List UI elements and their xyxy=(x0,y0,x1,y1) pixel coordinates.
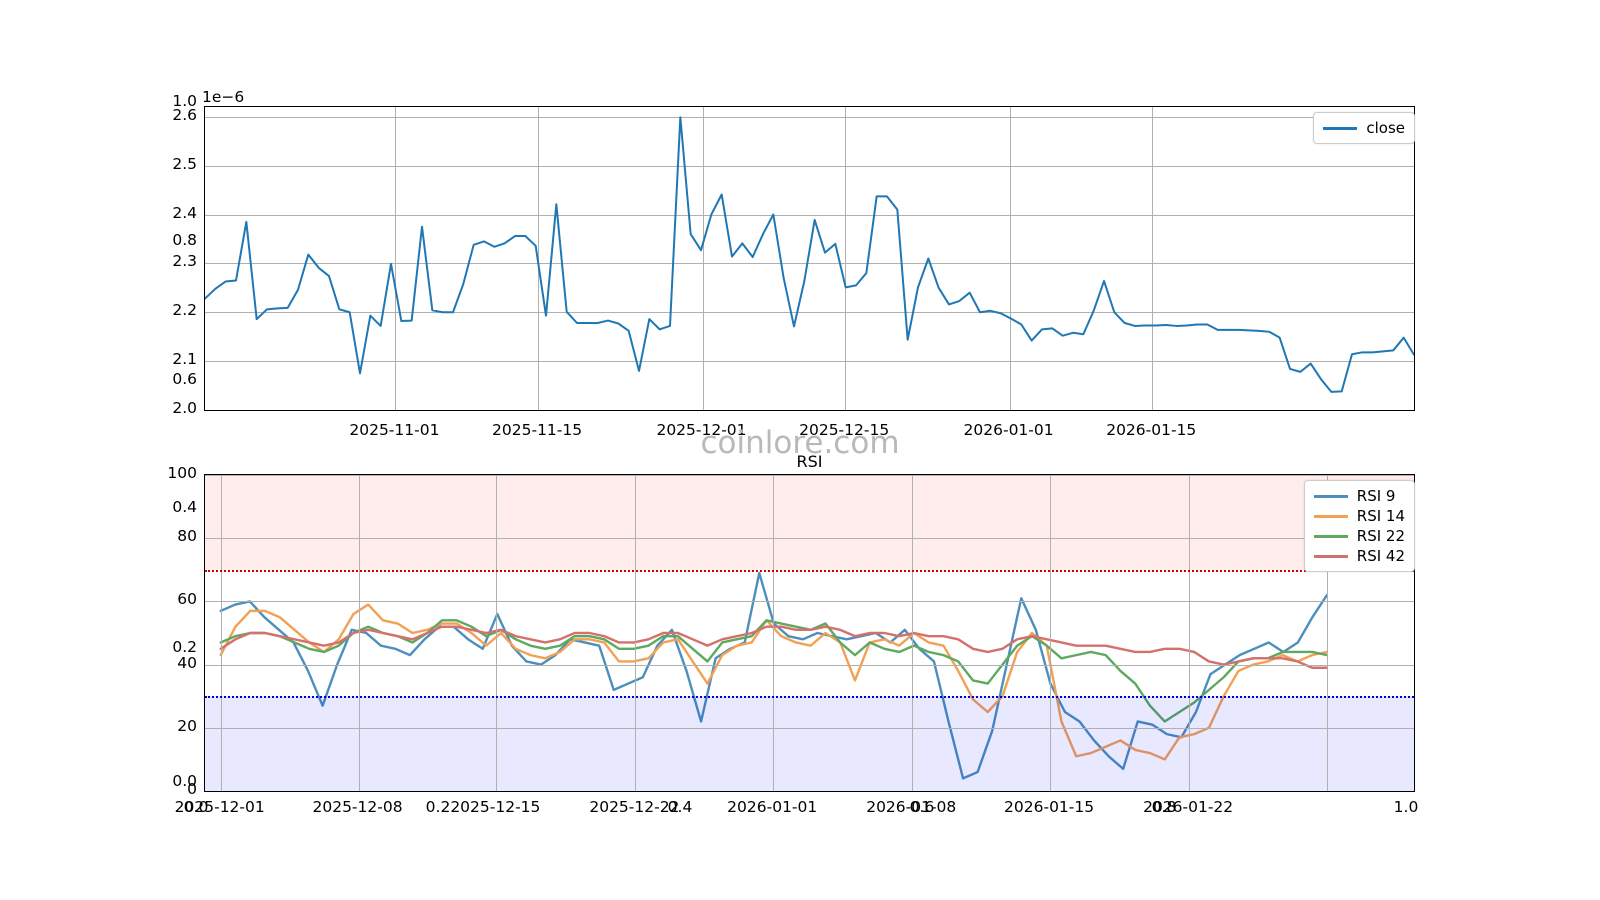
rsi-secondary-x-tick: 0.4 xyxy=(667,798,693,816)
legend-swatch-icon xyxy=(1313,554,1348,558)
legend-item[interactable]: RSI 42 xyxy=(1313,546,1405,566)
rsi-secondary-x-tick: 0.6 xyxy=(909,798,935,816)
price-y-tick: 2.6 xyxy=(172,105,197,124)
legend-item[interactable]: RSI 22 xyxy=(1313,526,1405,546)
rsi-secondary-x-tick: 0.8 xyxy=(1151,798,1177,816)
rsi-x-tick: 2026-01-08 xyxy=(866,798,957,816)
rsi-x-tick: 2026-01-22 xyxy=(1143,798,1234,816)
rsi-y-tick: 0 xyxy=(187,780,197,798)
legend-label: RSI 9 xyxy=(1356,487,1396,505)
rsi-secondary-y-tick: 0.0 xyxy=(172,772,197,790)
price-y-axis-offset-label: 1e−6 xyxy=(202,88,245,106)
price-gridline-h xyxy=(205,215,1414,216)
legend-label: RSI 14 xyxy=(1356,507,1405,525)
price-legend: close xyxy=(1313,112,1415,144)
price-gridline-h xyxy=(205,166,1414,167)
rsi-gridline-v xyxy=(221,475,222,791)
rsi-gridline-h xyxy=(205,791,1414,792)
rsi-gridline-h xyxy=(205,475,1414,476)
legend-swatch-icon xyxy=(1313,494,1348,498)
price-chart-axes xyxy=(204,106,1415,411)
legend-item[interactable]: RSI 9 xyxy=(1313,486,1405,506)
rsi-secondary-y-tick: 0.2 xyxy=(172,638,197,656)
rsi-gridline-h xyxy=(205,601,1414,602)
rsi-x-tick: 2025-12-08 xyxy=(312,798,403,816)
rsi-y-tick: 100 xyxy=(167,464,197,482)
legend-item[interactable]: RSI 14 xyxy=(1313,506,1405,526)
rsi-y-tick: 60 xyxy=(177,590,197,609)
rsi-x-tick: 2026-01-15 xyxy=(1004,798,1095,816)
rsi-y-tick: 40 xyxy=(177,653,197,672)
legend-swatch-icon xyxy=(1323,126,1358,130)
rsi-chart-axes xyxy=(204,474,1415,792)
price-secondary-y-tick: 1.0 xyxy=(172,92,197,110)
price-y-tick: 2.2 xyxy=(172,301,197,320)
rsi-y-tick: 80 xyxy=(177,527,197,546)
legend-label: RSI 22 xyxy=(1356,527,1405,545)
price-x-tick: 2025-12-01 xyxy=(656,421,747,439)
price-gridline-h xyxy=(205,361,1414,362)
rsi-x-tick: 2025-12-15 xyxy=(450,798,541,816)
rsi-gridline-v xyxy=(912,475,913,791)
rsi-x-tick: 2025-12-01 xyxy=(174,798,265,816)
legend-label: close xyxy=(1366,119,1405,137)
price-y-tick: 2.5 xyxy=(172,154,197,173)
price-x-tick: 2025-12-15 xyxy=(799,421,890,439)
rsi-secondary-x-tick: 0.0 xyxy=(183,798,209,816)
price-y-tick: 2.0 xyxy=(172,399,197,417)
rsi-legend: RSI 9 RSI 14 RSI 22 RSI 42 xyxy=(1303,480,1415,572)
rsi-gridline-h xyxy=(205,538,1414,539)
rsi-gridline-v xyxy=(773,475,774,791)
rsi-gridline-v xyxy=(1327,475,1328,791)
price-gridline-v xyxy=(703,107,704,410)
price-y-tick: 2.3 xyxy=(172,252,197,271)
rsi-x-tick: 2026-01-01 xyxy=(727,798,818,816)
rsi-gridline-v xyxy=(496,475,497,791)
rsi-gridline-v xyxy=(359,475,360,791)
price-x-tick: 2025-11-01 xyxy=(349,421,440,439)
price-gridline-v xyxy=(1010,107,1011,410)
price-y-tick: 2.4 xyxy=(172,203,197,222)
rsi-x-tick: 2025-12-22 xyxy=(589,798,680,816)
legend-swatch-icon xyxy=(1313,534,1348,538)
price-gridline-v xyxy=(845,107,846,410)
price-gridline-v xyxy=(1152,107,1153,410)
price-secondary-y-tick: 0.6 xyxy=(172,370,197,388)
rsi-gridline-v xyxy=(1050,475,1051,791)
rsi-chart-title: RSI xyxy=(796,452,823,471)
rsi-secondary-x-tick: 1.0 xyxy=(1393,798,1419,816)
price-gridline-v xyxy=(395,107,396,410)
price-gridline-h xyxy=(205,410,1414,411)
price-line-series xyxy=(205,116,1414,393)
overbought-band xyxy=(205,475,1414,570)
price-gridline-h xyxy=(205,117,1414,118)
rsi-gridline-h xyxy=(205,728,1414,729)
price-x-tick: 2025-11-15 xyxy=(492,421,583,439)
legend-item[interactable]: close xyxy=(1323,118,1405,138)
rsi-gridline-v xyxy=(635,475,636,791)
price-gridline-h xyxy=(205,263,1414,264)
price-x-tick: 2026-01-15 xyxy=(1106,421,1197,439)
legend-label: RSI 42 xyxy=(1356,547,1405,565)
oversold-threshold-line xyxy=(205,696,1414,699)
oversold-band xyxy=(205,696,1414,791)
rsi-secondary-y-tick: 0.4 xyxy=(172,498,197,516)
price-secondary-y-tick: 0.8 xyxy=(172,231,197,249)
overbought-threshold-line xyxy=(205,569,1414,572)
price-gridline-h xyxy=(205,312,1414,313)
price-x-tick: 2026-01-01 xyxy=(963,421,1054,439)
price-y-tick: 2.1 xyxy=(172,350,197,369)
rsi-y-tick: 20 xyxy=(177,716,197,735)
rsi-secondary-x-tick: 0.2 xyxy=(425,798,451,816)
rsi-gridline-v xyxy=(1189,475,1190,791)
rsi-gridline-h xyxy=(205,665,1414,666)
legend-swatch-icon xyxy=(1313,514,1348,518)
